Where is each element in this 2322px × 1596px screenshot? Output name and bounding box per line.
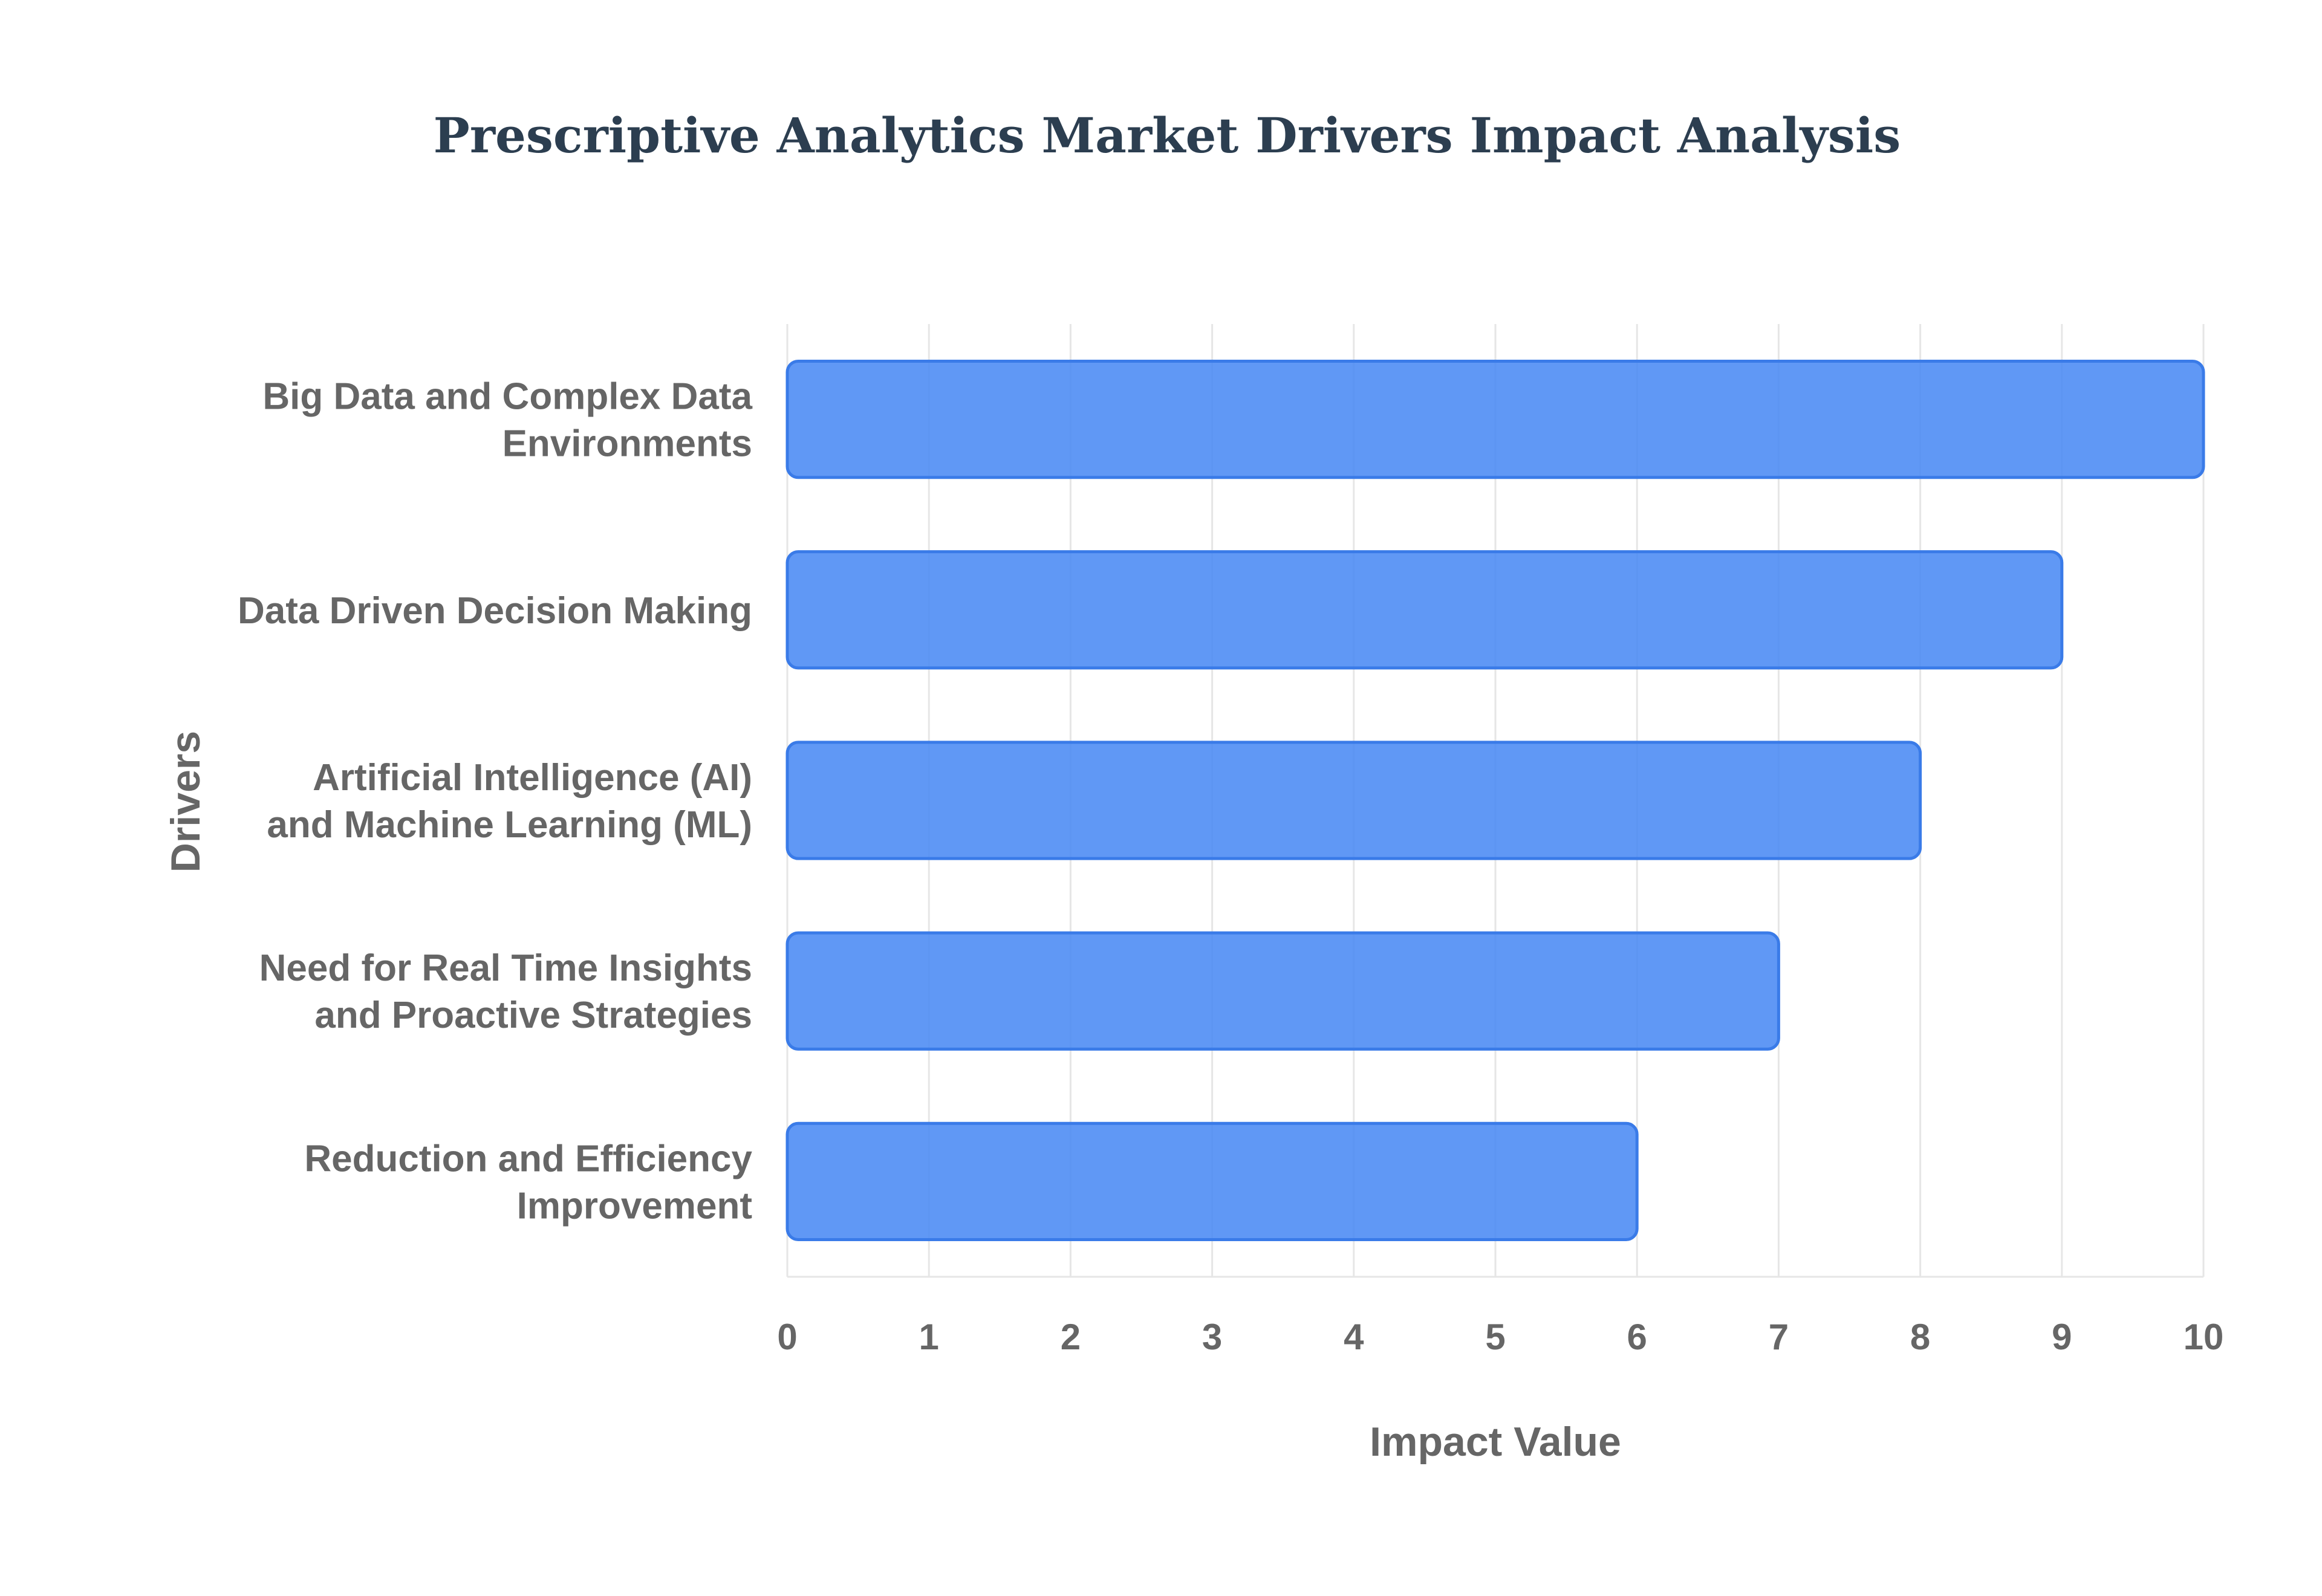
category-label: Big Data and Complex Data	[262, 376, 752, 418]
x-tick-label: 7	[1769, 1317, 1789, 1357]
category-label: Artificial Intelligence (AI)	[313, 757, 752, 799]
category-label: Need for Real Time Insights	[259, 947, 752, 989]
x-tick-label: 9	[2052, 1317, 2072, 1357]
x-axis-title: Impact Value	[1370, 1419, 1621, 1465]
x-tick-label: 1	[919, 1317, 939, 1357]
category-label: and Machine Learning (ML)	[267, 804, 752, 846]
x-tick-label: 10	[2184, 1317, 2224, 1357]
x-tick-label: 3	[1202, 1317, 1222, 1357]
x-tick-label: 6	[1627, 1317, 1647, 1357]
y-axis-title: Drivers	[163, 731, 209, 872]
bar	[787, 361, 2203, 477]
x-tick-label: 0	[777, 1317, 797, 1357]
category-label: and Proactive Strategies	[314, 994, 752, 1036]
chart-title: Prescriptive Analytics Market Drivers Im…	[434, 107, 1901, 164]
x-tick-label: 4	[1344, 1317, 1364, 1357]
x-tick-label: 5	[1485, 1317, 1505, 1357]
bar	[787, 552, 2062, 668]
x-tick-label: 8	[1910, 1317, 1930, 1357]
category-label: Environments	[502, 423, 752, 465]
category-label: Data Driven Decision Making	[238, 590, 752, 632]
bar	[787, 933, 1778, 1049]
category-label: Reduction and Efficiency	[304, 1138, 752, 1179]
category-label: Improvement	[517, 1185, 752, 1227]
bar	[787, 742, 1920, 858]
x-tick-label: 2	[1061, 1317, 1081, 1357]
bar	[787, 1123, 1637, 1239]
